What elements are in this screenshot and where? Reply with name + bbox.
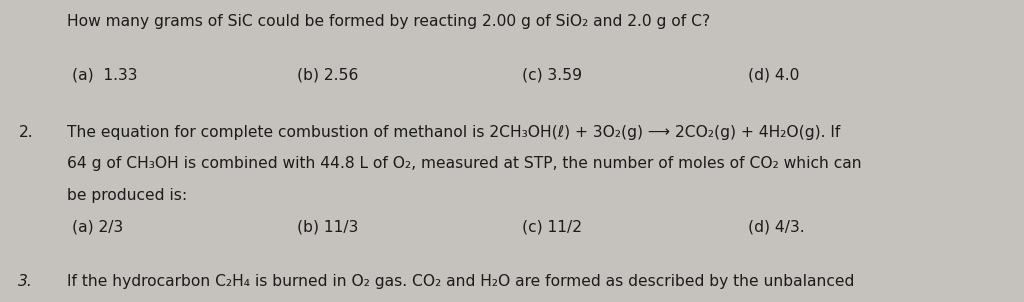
Text: (b) 2.56: (b) 2.56 — [297, 68, 358, 82]
Text: 64 g of CH₃OH is combined with 44.8 L of O₂, measured at STP, the number of mole: 64 g of CH₃OH is combined with 44.8 L of… — [67, 156, 861, 171]
Text: 2.: 2. — [18, 125, 33, 140]
Text: If the hydrocarbon C₂H₄ is burned in O₂ gas. CO₂ and H₂O are formed as described: If the hydrocarbon C₂H₄ is burned in O₂ … — [67, 274, 854, 289]
Text: (d) 4/3.: (d) 4/3. — [748, 220, 804, 235]
Text: 3.: 3. — [18, 274, 33, 289]
Text: (c) 11/2: (c) 11/2 — [522, 220, 583, 235]
Text: How many grams of SiC could be formed by reacting 2.00 g of SiO₂ and 2.0 g of C?: How many grams of SiC could be formed by… — [67, 14, 710, 29]
Text: be produced is:: be produced is: — [67, 188, 186, 203]
Text: (a) 2/3: (a) 2/3 — [72, 220, 123, 235]
Text: The equation for complete combustion of methanol is 2CH₃OH(ℓ) + 3O₂(g) ⟶ 2CO₂(g): The equation for complete combustion of … — [67, 125, 840, 140]
Text: (a)  1.33: (a) 1.33 — [72, 68, 137, 82]
Text: (c) 3.59: (c) 3.59 — [522, 68, 583, 82]
Text: (d) 4.0: (d) 4.0 — [748, 68, 799, 82]
Text: (b) 11/3: (b) 11/3 — [297, 220, 358, 235]
